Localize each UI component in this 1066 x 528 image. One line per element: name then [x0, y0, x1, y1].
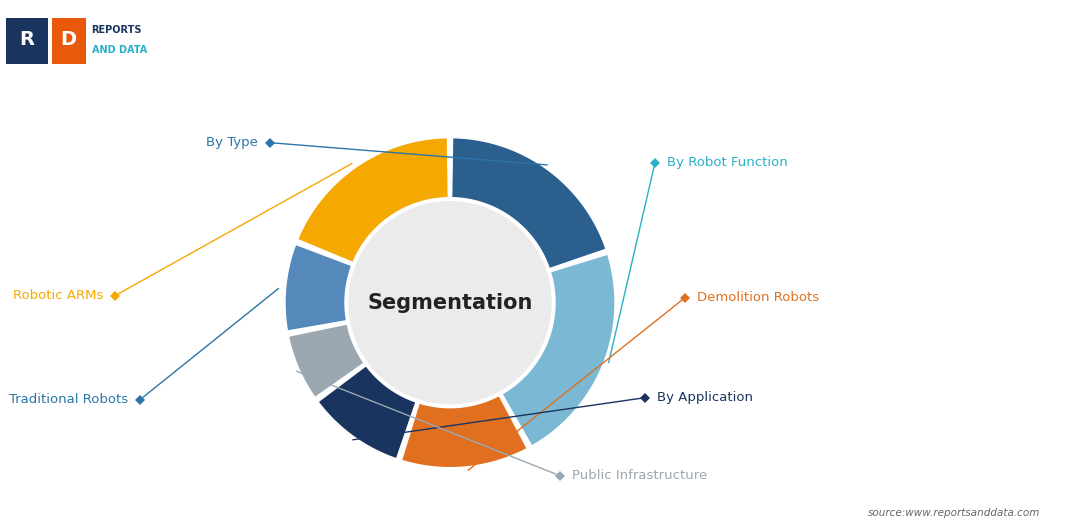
- Polygon shape: [285, 244, 352, 331]
- Text: Demolition Robots: Demolition Robots: [697, 291, 819, 304]
- Polygon shape: [402, 395, 528, 468]
- Polygon shape: [318, 366, 416, 459]
- Text: source:www.reportsanddata.com: source:www.reportsanddata.com: [868, 508, 1040, 517]
- FancyBboxPatch shape: [6, 18, 48, 64]
- Text: Traditional Robots: Traditional Robots: [9, 393, 128, 406]
- Polygon shape: [502, 254, 615, 446]
- Text: Public Infrastructure: Public Infrastructure: [572, 469, 707, 482]
- Text: D: D: [61, 30, 77, 49]
- Text: REPORTS: REPORTS: [92, 25, 142, 35]
- Text: Segmentation: Segmentation: [368, 293, 533, 313]
- Circle shape: [349, 202, 551, 404]
- Polygon shape: [120, 11, 149, 71]
- FancyBboxPatch shape: [52, 18, 85, 64]
- Text: R: R: [19, 30, 34, 49]
- Polygon shape: [289, 324, 365, 398]
- Text: Robotic ARMs: Robotic ARMs: [13, 289, 103, 302]
- Text: By Robot Function: By Robot Function: [667, 156, 788, 169]
- Text: By Type: By Type: [206, 136, 258, 149]
- Text: Global Construction and Demolition Robots Market: Product type Dynamics (USD Mil: Global Construction and Demolition Robot…: [134, 33, 899, 49]
- Polygon shape: [297, 138, 449, 262]
- Polygon shape: [452, 138, 607, 269]
- Text: AND DATA: AND DATA: [92, 45, 147, 55]
- Text: By Application: By Application: [657, 391, 753, 404]
